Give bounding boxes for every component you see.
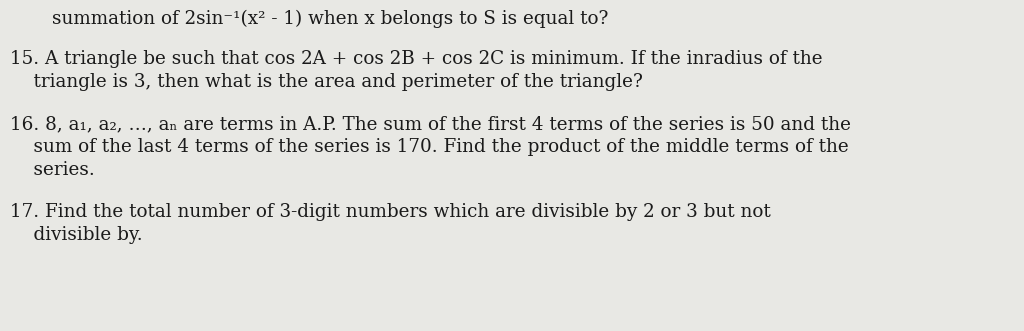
Text: 17. Find the total number of 3-digit numbers which are divisible by 2 or 3 but n: 17. Find the total number of 3-digit num… [10,203,771,221]
Text: sum of the last 4 terms of the series is 170. Find the product of the middle ter: sum of the last 4 terms of the series is… [10,138,849,156]
Text: 15. A triangle be such that cos 2A + cos 2B + cos 2C is minimum. If the inradius: 15. A triangle be such that cos 2A + cos… [10,50,822,68]
Text: 16. 8, a₁, a₂, …, aₙ are terms in A.P. The sum of the first 4 terms of the serie: 16. 8, a₁, a₂, …, aₙ are terms in A.P. T… [10,115,851,133]
Text: triangle is 3, then what is the area and perimeter of the triangle?: triangle is 3, then what is the area and… [10,73,643,91]
Text: summation of 2sin⁻¹(x² - 1) when x belongs to S is equal to?: summation of 2sin⁻¹(x² - 1) when x belon… [52,10,608,28]
Text: divisible by.: divisible by. [10,226,142,244]
Text: series.: series. [10,161,95,179]
